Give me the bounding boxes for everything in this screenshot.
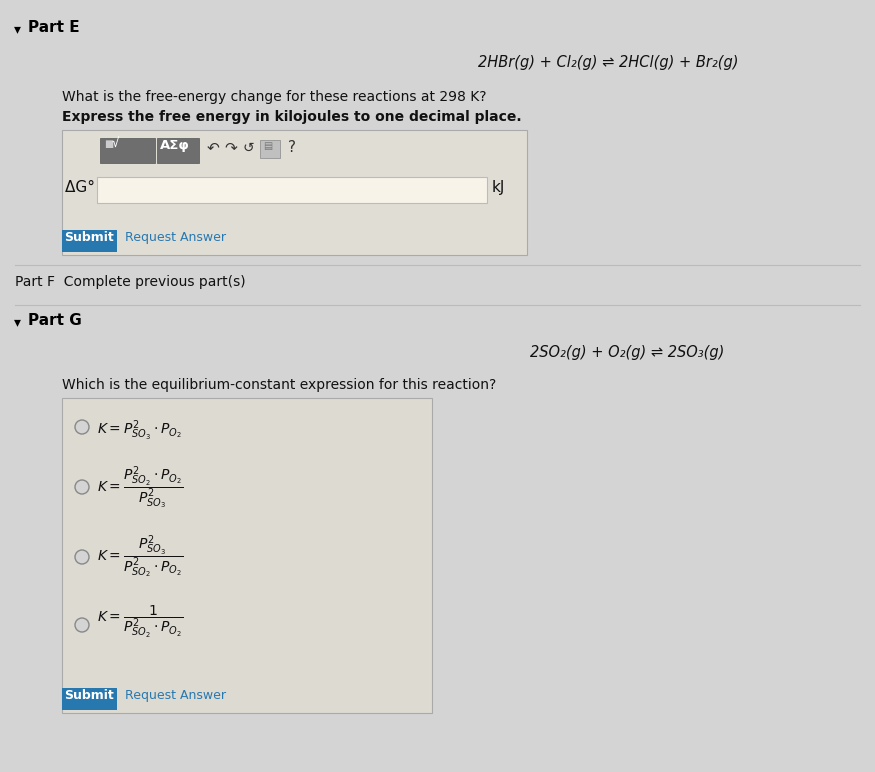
Bar [157,138,199,163]
Text: 2SO₂(g) + O₂(g) ⇌ 2SO₃(g): 2SO₂(g) + O₂(g) ⇌ 2SO₃(g) [530,345,724,360]
Bar [100,138,155,163]
Text: ■: ■ [104,139,113,149]
Text: $K = \dfrac{P^2_{SO_3}}{P^2_{SO_2} \cdot P_{O_2}}$: $K = \dfrac{P^2_{SO_3}}{P^2_{SO_2} \cdot… [97,533,183,580]
Text: $K = P^2_{SO_3} \cdot P_{O_2}$: $K = P^2_{SO_3} \cdot P_{O_2}$ [97,419,182,443]
Circle shape [75,618,89,632]
Circle shape [75,420,89,434]
Text: Part F  Complete previous part(s): Part F Complete previous part(s) [15,275,246,289]
Text: ▾: ▾ [14,22,21,36]
Text: ΔG° =: ΔG° = [65,180,113,195]
Text: $K = \dfrac{P^2_{SO_2} \cdot P_{O_2}}{P^2_{SO_3}}$: $K = \dfrac{P^2_{SO_2} \cdot P_{O_2}}{P^… [97,464,183,511]
Text: ?: ? [288,140,296,155]
Text: 2HBr(g) + Cl₂(g) ⇌ 2HCl(g) + Br₂(g): 2HBr(g) + Cl₂(g) ⇌ 2HCl(g) + Br₂(g) [478,55,738,70]
Text: AΣφ: AΣφ [160,139,190,152]
Circle shape [75,480,89,494]
Text: ↺: ↺ [243,141,255,155]
Circle shape [75,550,89,564]
Text: What is the free-energy change for these reactions at 298 K?: What is the free-energy change for these… [62,90,487,104]
Bar [62,230,117,252]
Text: Request Answer: Request Answer [125,689,226,702]
Bar [97,177,487,203]
Text: ▾: ▾ [14,315,21,329]
Text: Part G: Part G [28,313,81,328]
Text: Part E: Part E [28,20,80,35]
Text: Which is the equilibrium-constant expression for this reaction?: Which is the equilibrium-constant expres… [62,378,496,392]
Text: $K = \dfrac{1}{P^2_{SO_2} \cdot P_{O_2}}$: $K = \dfrac{1}{P^2_{SO_2} \cdot P_{O_2}}… [97,603,183,640]
Bar [62,130,527,255]
Text: Express the free energy in kilojoules to one decimal place.: Express the free energy in kilojoules to… [62,110,522,124]
Bar [62,688,117,710]
Text: ↶: ↶ [207,140,220,155]
Text: ↷: ↷ [224,140,237,155]
Text: Submit: Submit [64,689,114,702]
Text: ▤: ▤ [263,141,273,151]
Text: Request Answer: Request Answer [125,231,226,244]
Text: Submit: Submit [64,231,114,244]
Bar [260,140,280,158]
Bar [62,398,432,713]
Text: √: √ [112,138,120,151]
Text: kJ: kJ [492,180,506,195]
